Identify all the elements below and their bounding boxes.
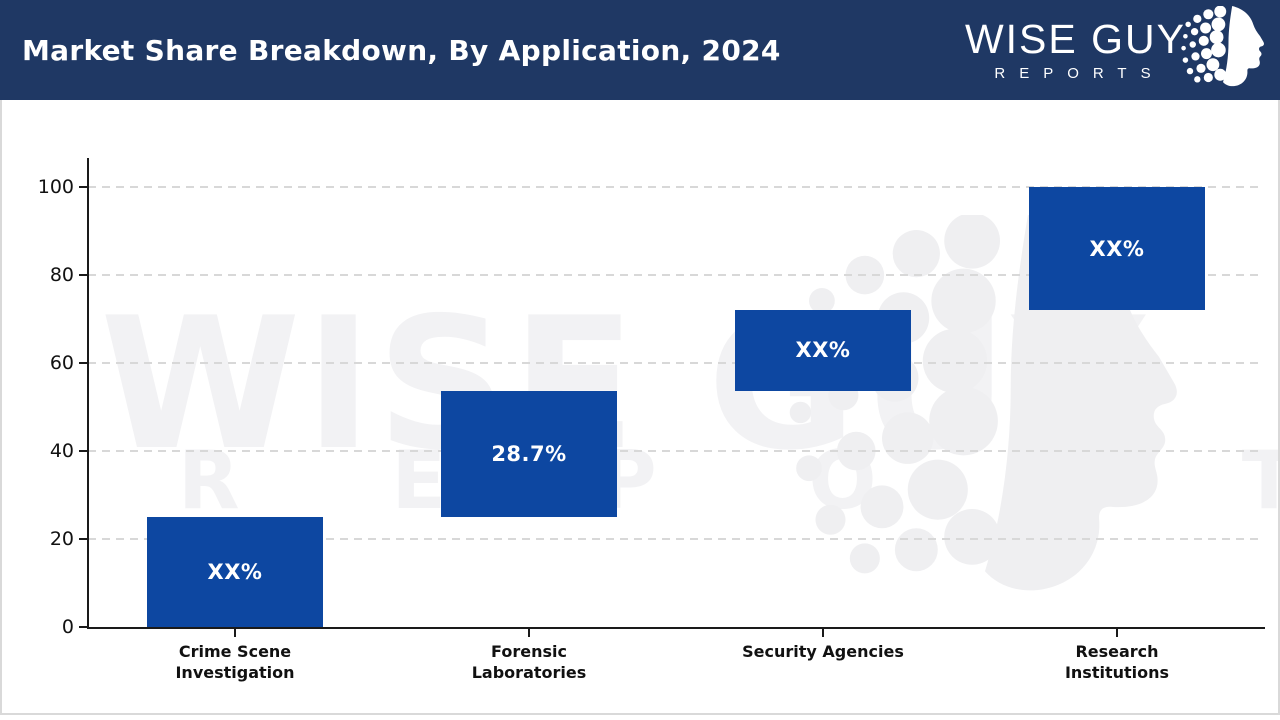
bar-value-label: 28.7%	[491, 441, 567, 466]
bar-value-label: XX%	[207, 560, 263, 584]
page-border-left	[0, 100, 2, 715]
x-tick-label: Forensic Laboratories	[471, 642, 587, 682]
page-border-right	[1278, 100, 1280, 715]
bar-value-label: XX%	[795, 338, 851, 363]
y-tick-label: 80	[49, 264, 74, 286]
bar: XX%	[735, 310, 911, 391]
y-tick-label: 0	[61, 616, 74, 638]
wiseguy-logo-line1: WISE GUY	[964, 15, 1186, 62]
x-tick-label: Crime Scene Investigation	[175, 642, 295, 682]
gridline	[88, 274, 1264, 276]
x-tick-mark	[234, 629, 236, 637]
wiseguy-logo-line2: REPORTS	[994, 64, 1165, 82]
x-tick-mark	[528, 629, 530, 637]
y-tick-label: 20	[49, 528, 74, 550]
y-tick-mark	[79, 626, 87, 628]
wiseguy-logo: WISE GUY REPORTS	[965, 6, 1270, 94]
gridline	[88, 362, 1264, 364]
y-tick-label: 40	[49, 440, 74, 462]
bar: 28.7%	[441, 390, 617, 517]
page-border-bottom	[0, 713, 1280, 715]
bar-value-label: XX%	[1089, 236, 1145, 261]
y-tick-mark	[79, 274, 87, 276]
y-axis	[87, 158, 89, 629]
y-tick-mark	[79, 362, 87, 364]
wiseguy-logo-text: WISE GUY REPORTS	[964, 15, 1186, 82]
x-tick-label: Security Agencies	[742, 642, 904, 661]
gridline	[88, 186, 1264, 188]
x-tick-label: Research Institutions	[1064, 642, 1170, 682]
y-tick-label: 100	[37, 176, 74, 198]
gridline	[88, 450, 1264, 452]
bar: XX%	[1029, 187, 1205, 311]
x-tick-mark	[1116, 629, 1118, 637]
x-axis	[87, 627, 1265, 629]
y-tick-mark	[79, 186, 87, 188]
wiseguy-face-icon	[1176, 6, 1270, 94]
gridline	[88, 538, 1264, 540]
x-tick-mark	[822, 629, 824, 637]
header: Market Share Breakdown, By Application, …	[0, 0, 1280, 100]
y-tick-label: 60	[49, 352, 74, 374]
y-tick-mark	[79, 538, 87, 540]
chart-title: Market Share Breakdown, By Application, …	[22, 33, 781, 67]
y-tick-mark	[79, 450, 87, 452]
bar: XX%	[147, 517, 323, 627]
